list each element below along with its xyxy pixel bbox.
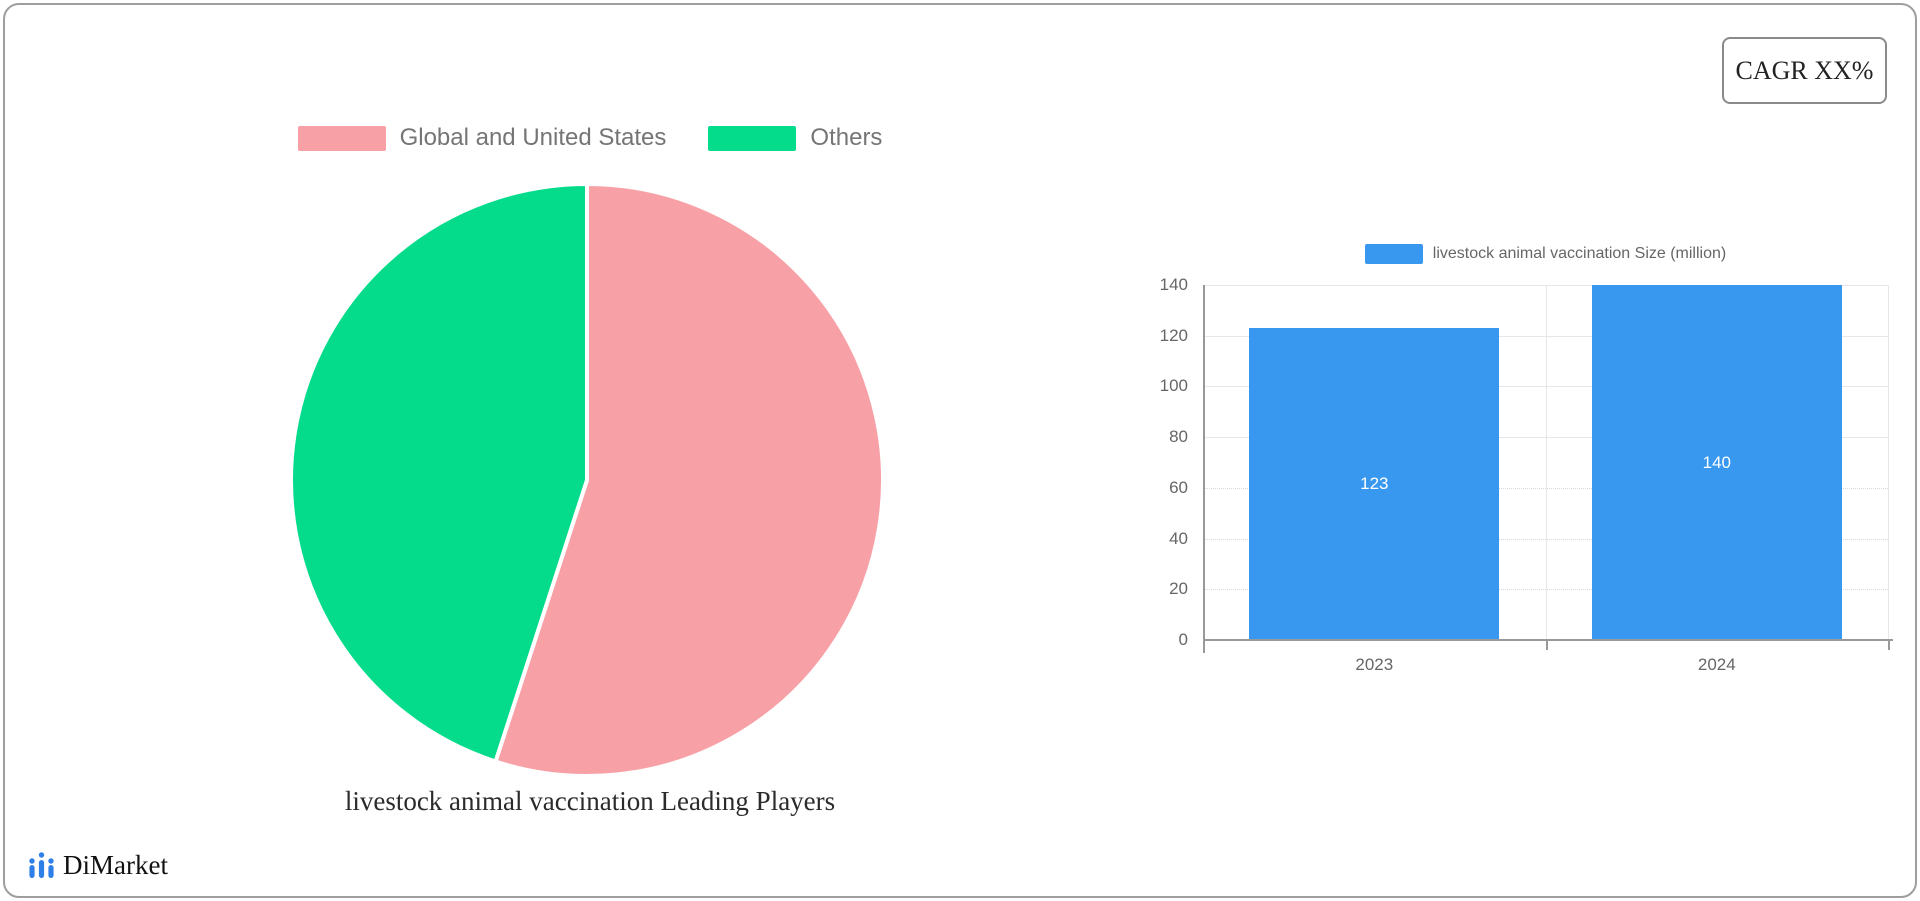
brand-logo: DiMarket [28, 850, 168, 881]
pie-legend-item-global[interactable]: Global and United States [297, 124, 667, 152]
bar-plot: 123 140 [1203, 285, 1889, 640]
bar-2023: 123 [1249, 328, 1500, 640]
bar-2024: 140 [1591, 285, 1842, 640]
y-tick-label-140: 140 [1159, 275, 1188, 294]
pie-legend: Global and United States Others [40, 124, 1140, 152]
cagr-label: CAGR XX% [1735, 55, 1874, 85]
x-axis-tick-0 [1203, 641, 1205, 650]
bar-value-label-2023: 123 [1360, 473, 1389, 493]
pie-chart-title: livestock animal vaccination Leading Pla… [344, 786, 836, 816]
brand-name: DiMarket [63, 850, 168, 880]
bar-legend-swatch [1364, 244, 1423, 264]
y-tick-label-80: 80 [1169, 427, 1188, 447]
y-tick-label-120: 120 [1159, 325, 1188, 345]
bar-value-label-2024: 140 [1702, 452, 1731, 472]
y-tick-label-20: 20 [1169, 579, 1188, 599]
pie-chart [289, 182, 885, 778]
pie-slice-0 [493, 182, 885, 778]
pie-legend-label-global: Global and United States [399, 124, 667, 151]
bar-y-axis-line [1203, 285, 1205, 653]
y-tick-label-0: 0 [1178, 630, 1188, 649]
gridline-x-0 [1545, 285, 1547, 640]
bar-x-axis-line [1203, 639, 1893, 641]
cagr-badge: CAGR XX% [1722, 37, 1887, 104]
y-tick-label-40: 40 [1169, 528, 1188, 548]
x-tick-label-2023: 2023 [1355, 655, 1394, 674]
x-axis-tick-2 [1888, 641, 1890, 650]
x-tick-label-2024: 2024 [1697, 655, 1736, 674]
x-axis-tick-1 [1545, 641, 1548, 650]
pie-slice-1 [289, 182, 589, 764]
pie-legend-label-others: Others [810, 124, 883, 151]
bar-legend-item[interactable]: livestock animal vaccination Size (milli… [1203, 244, 1888, 264]
dimarket-bars-logo-icon [29, 852, 54, 878]
bar-x-axis-labels: 2023 2024 [1203, 655, 1888, 679]
pie-legend-swatch-global [297, 125, 386, 151]
bar-legend-label: livestock animal vaccination Size (milli… [1432, 245, 1727, 262]
gridline-x-1 [1888, 285, 1889, 640]
bar-y-axis-labels: 0 20 40 60 80 100 120 140 [1083, 275, 1188, 649]
pie-legend-item-others[interactable]: Others [708, 124, 882, 152]
y-tick-label-100: 100 [1159, 376, 1188, 396]
pie-legend-swatch-others [708, 125, 797, 151]
y-tick-label-60: 60 [1169, 477, 1188, 497]
